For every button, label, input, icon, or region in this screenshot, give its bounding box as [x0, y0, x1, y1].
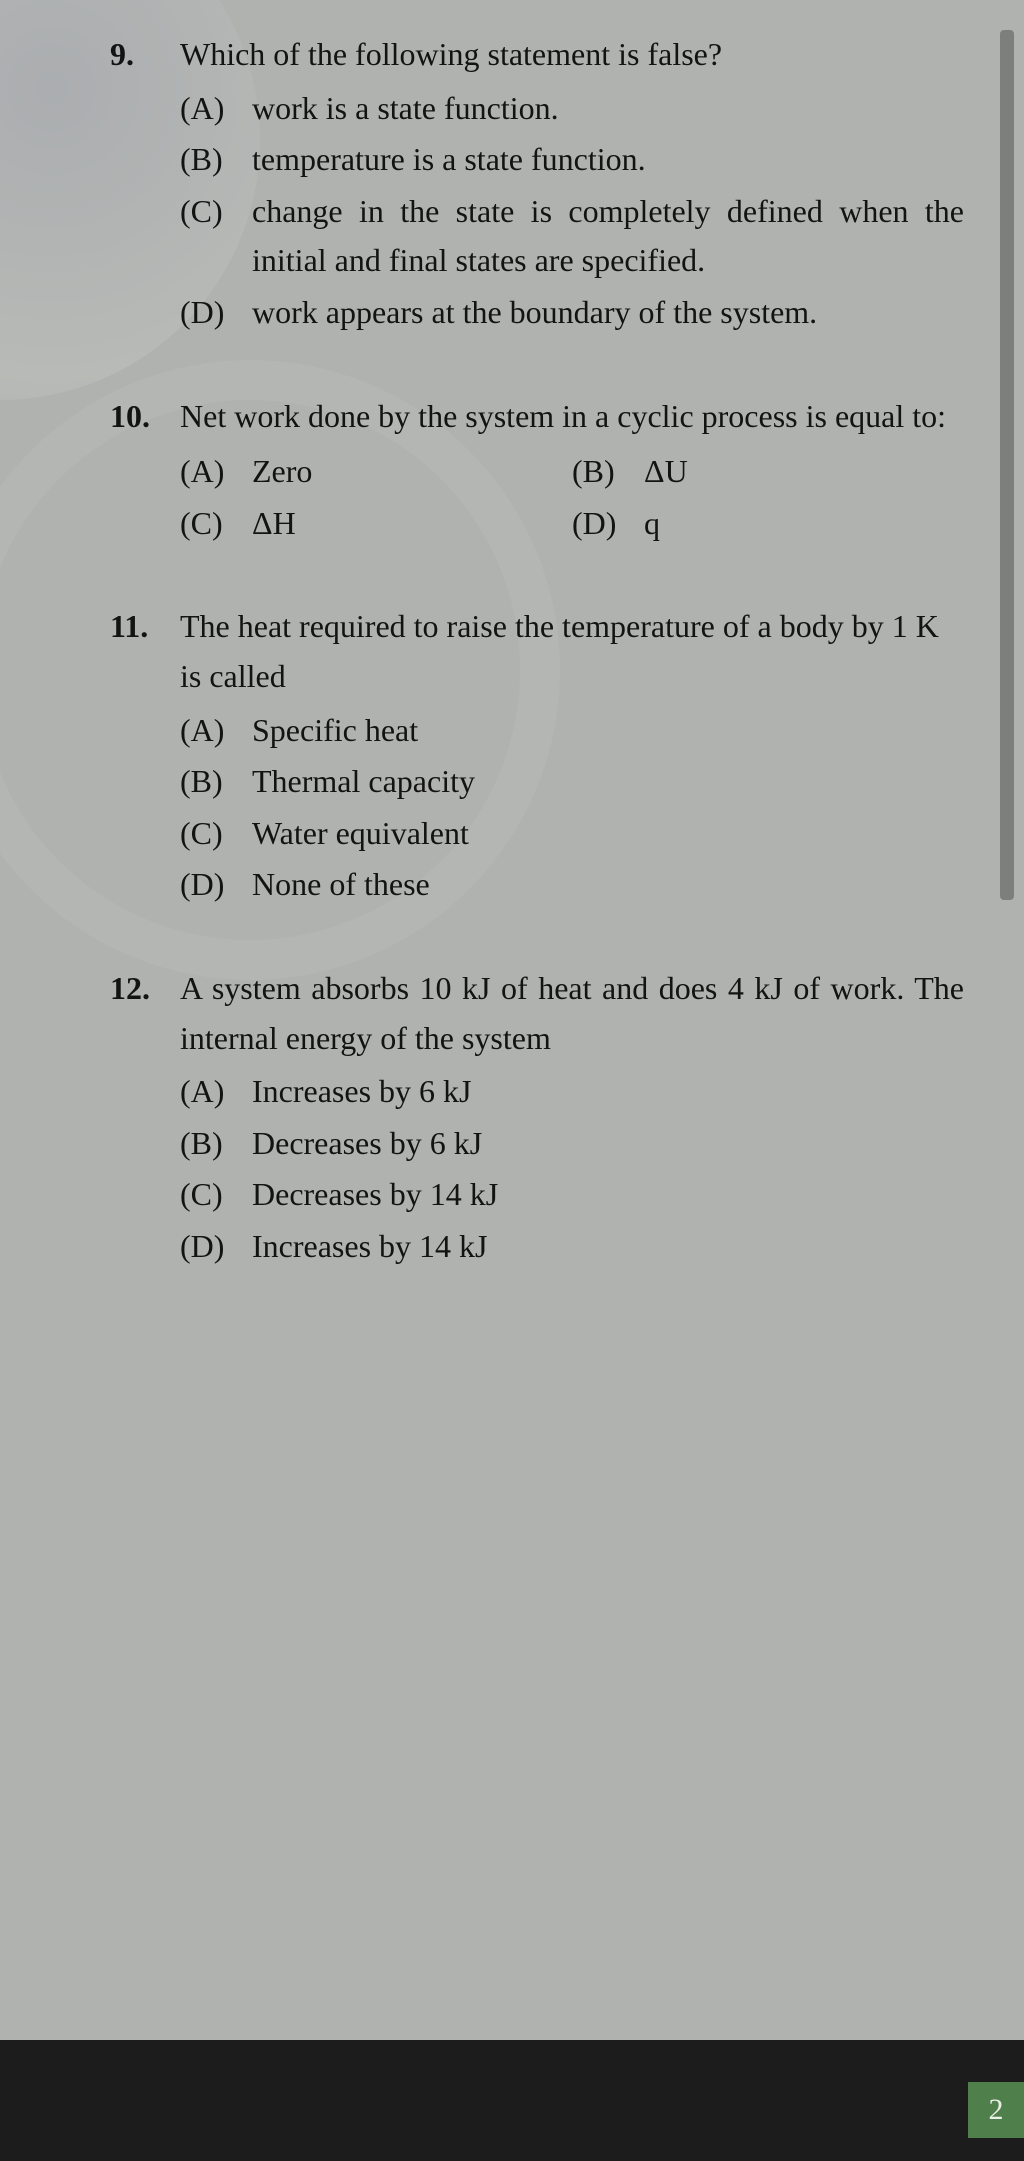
option-text: Decreases by 14 kJ — [252, 1170, 964, 1220]
option-text: q — [644, 499, 964, 549]
option-text: Specific heat — [252, 706, 964, 756]
option-label: (D) — [180, 860, 252, 910]
option-label: (B) — [572, 447, 644, 497]
document-page: 9. Which of the following statement is f… — [0, 0, 1024, 2040]
option-d: (D) work appears at the boundary of the … — [180, 288, 964, 338]
option-label: (C) — [180, 1170, 252, 1220]
question-11: 11. The heat required to raise the tempe… — [110, 602, 964, 910]
option-b: (B) Decreases by 6 kJ — [180, 1119, 964, 1169]
option-text: change in the state is completely define… — [252, 187, 964, 286]
question-12: 12. A system absorbs 10 kJ of heat and d… — [110, 964, 964, 1272]
footer-bar: 2 — [0, 2040, 1024, 2161]
option-text: Decreases by 6 kJ — [252, 1119, 964, 1169]
question-number: 10. — [110, 392, 180, 549]
option-label: (D) — [180, 1222, 252, 1272]
option-text: Increases by 14 kJ — [252, 1222, 964, 1272]
option-a: (A) Zero — [180, 447, 572, 497]
option-label: (D) — [180, 288, 252, 338]
questions-container: 9. Which of the following statement is f… — [110, 30, 964, 1271]
option-c: (C) ΔH — [180, 499, 572, 549]
question-9: 9. Which of the following statement is f… — [110, 30, 964, 338]
option-text: temperature is a state function. — [252, 135, 964, 185]
question-stem: The heat required to raise the temperatu… — [180, 602, 964, 701]
option-text: None of these — [252, 860, 964, 910]
question-body: A system absorbs 10 kJ of heat and does … — [180, 964, 964, 1272]
option-c: (C) Water equivalent — [180, 809, 964, 859]
option-text: Increases by 6 kJ — [252, 1067, 964, 1117]
question-number: 9. — [110, 30, 180, 338]
question-stem: Net work done by the system in a cyclic … — [180, 392, 964, 442]
question-body: The heat required to raise the temperatu… — [180, 602, 964, 910]
option-label: (C) — [180, 187, 252, 286]
option-text: ΔH — [252, 499, 572, 549]
option-label: (A) — [180, 447, 252, 497]
question-number: 11. — [110, 602, 180, 910]
option-c: (C) Decreases by 14 kJ — [180, 1170, 964, 1220]
page-number-tab[interactable]: 2 — [968, 2082, 1024, 2138]
option-text: Water equivalent — [252, 809, 964, 859]
option-text: work appears at the boundary of the syst… — [252, 288, 964, 338]
option-d: (D) None of these — [180, 860, 964, 910]
option-b: (B) temperature is a state function. — [180, 135, 964, 185]
options-two-column: (A) Zero (B) ΔU (C) ΔH (D) q — [180, 445, 964, 548]
option-label: (B) — [180, 1119, 252, 1169]
option-a: (A) work is a state function. — [180, 84, 964, 134]
question-body: Net work done by the system in a cyclic … — [180, 392, 964, 549]
option-text: work is a state function. — [252, 84, 964, 134]
option-label: (C) — [180, 809, 252, 859]
question-stem: Which of the following statement is fals… — [180, 30, 964, 80]
option-label: (C) — [180, 499, 252, 549]
option-label: (A) — [180, 706, 252, 756]
option-b: (B) ΔU — [572, 447, 964, 497]
option-text: Zero — [252, 447, 572, 497]
option-c: (C) change in the state is completely de… — [180, 187, 964, 286]
question-number: 12. — [110, 964, 180, 1272]
scrollbar[interactable] — [1000, 30, 1014, 900]
option-label: (B) — [180, 135, 252, 185]
option-text: Thermal capacity — [252, 757, 964, 807]
question-stem: A system absorbs 10 kJ of heat and does … — [180, 964, 964, 1063]
option-a: (A) Specific heat — [180, 706, 964, 756]
option-b: (B) Thermal capacity — [180, 757, 964, 807]
option-d: (D) Increases by 14 kJ — [180, 1222, 964, 1272]
option-label: (A) — [180, 84, 252, 134]
option-text: ΔU — [644, 447, 964, 497]
option-label: (B) — [180, 757, 252, 807]
question-10: 10. Net work done by the system in a cyc… — [110, 392, 964, 549]
option-a: (A) Increases by 6 kJ — [180, 1067, 964, 1117]
option-label: (D) — [572, 499, 644, 549]
question-body: Which of the following statement is fals… — [180, 30, 964, 338]
option-label: (A) — [180, 1067, 252, 1117]
option-d: (D) q — [572, 499, 964, 549]
